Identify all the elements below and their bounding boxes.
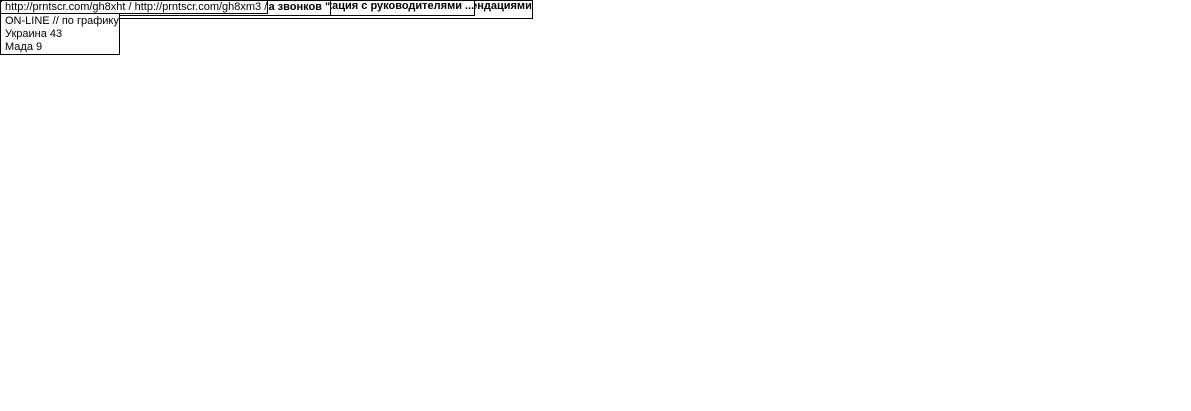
empty-cell[interactable] [0,0,2,2]
result-cell[interactable]: http://prntscr.com/gh8xht / http://prnts… [0,0,269,14]
